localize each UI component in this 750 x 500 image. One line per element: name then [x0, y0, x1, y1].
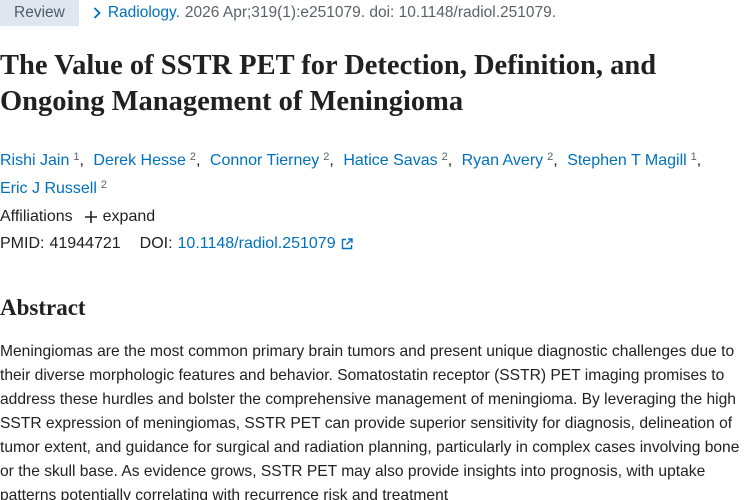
doi-label: DOI: [139, 235, 173, 252]
article-title: The Value of SSTR PET for Detection, Def… [0, 50, 657, 117]
author-name[interactable]: Hatice Savas [343, 152, 438, 169]
external-link-icon [341, 238, 353, 250]
affiliation-number[interactable]: 2 [441, 151, 448, 163]
pmid-value: 41944721 [49, 235, 121, 252]
affiliation-number[interactable]: 2 [323, 151, 330, 163]
author: Derek Hesse 2 [93, 151, 205, 169]
author: Connor Tierney 2 [209, 151, 339, 169]
author: Hatice Savas 2 [343, 151, 457, 169]
author-name[interactable]: Derek Hesse [93, 152, 186, 169]
doi-link[interactable]: 10.1148/radiol.251079 [177, 235, 336, 252]
affiliation-number[interactable]: 2 [189, 151, 196, 163]
pmid-label: PMID: [0, 235, 45, 252]
affiliation-number[interactable]: 2 [100, 179, 108, 191]
author: Stephen T Magill 1 [567, 151, 706, 169]
affiliation-number[interactable]: 1 [73, 151, 80, 163]
author: Rishi Jain 1 [0, 151, 89, 169]
affiliation-number[interactable]: 1 [690, 151, 697, 163]
author: Eric J Russell 2 [0, 179, 108, 197]
plus-icon[interactable] [84, 211, 97, 223]
citation-details: 2026 Apr;319(1):e251079. doi: 10.1148/ra… [184, 4, 557, 21]
affiliations-label: Affiliations [0, 208, 73, 225]
author-name[interactable]: Rishi Jain [0, 152, 70, 169]
author-name[interactable]: Stephen T Magill [567, 152, 687, 169]
chevron-icon [93, 7, 101, 19]
author-name[interactable]: Connor Tierney [209, 152, 320, 169]
author-name[interactable]: Eric J Russell [0, 180, 97, 197]
publication-type: Review [0, 0, 79, 26]
expand-toggle[interactable]: expand [102, 208, 156, 225]
author: Ryan Avery 2 [461, 151, 563, 169]
journal-link[interactable]: Radiology. [107, 4, 180, 21]
abstract-heading: Abstract [0, 295, 86, 320]
affiliations-row: Affiliations expand [0, 208, 155, 226]
author-name[interactable]: Ryan Avery [461, 152, 544, 169]
affiliation-number[interactable]: 2 [547, 151, 554, 163]
abstract-text: Meningiomas are the most common primary … [0, 343, 740, 500]
identifiers-row: PMID: 41944721 DOI: 10.1148/radiol.25107… [0, 235, 353, 253]
citation-bar: Review Radiology. 2026 Apr;319(1):e25107… [0, 0, 556, 26]
